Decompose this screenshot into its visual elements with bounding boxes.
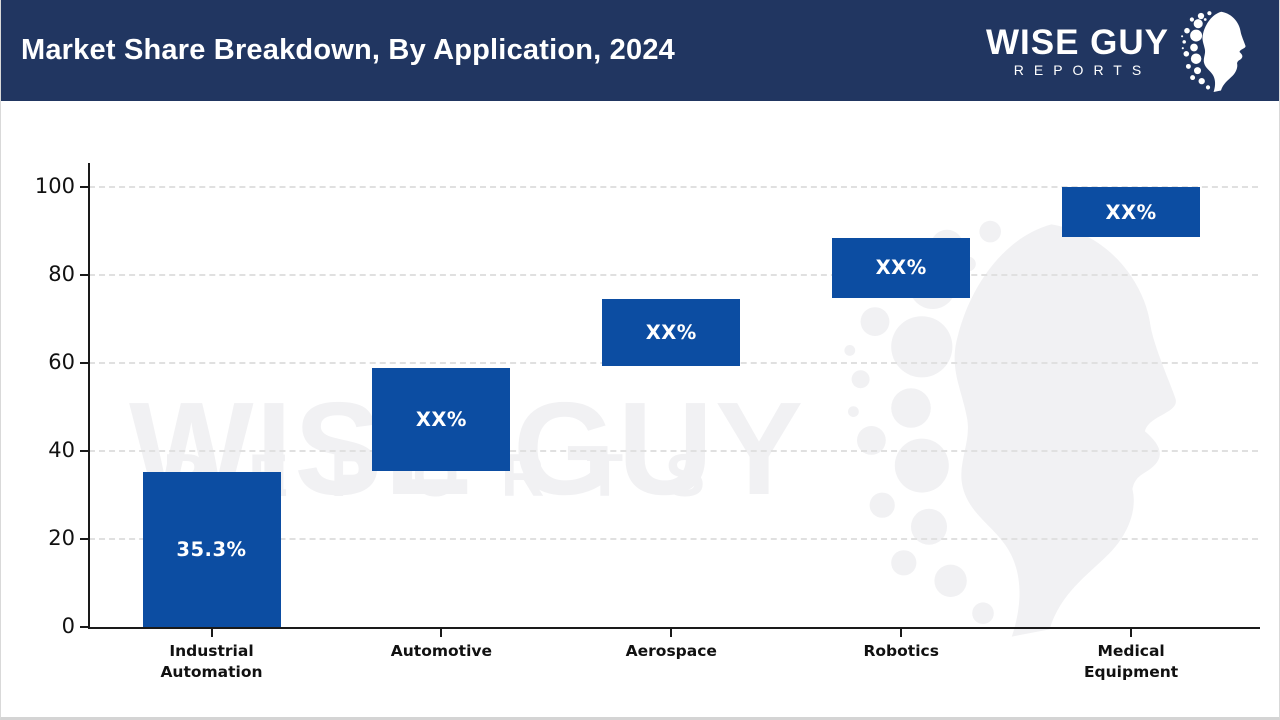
y-tick-label-100: 100: [34, 174, 75, 199]
bar-automotive: XX%: [372, 367, 511, 471]
bar-value-label-industrial-automation: 35.3%: [176, 537, 247, 561]
logo-text: WISE GUY REPORTS: [986, 25, 1169, 77]
x-tick-automotive: [440, 629, 443, 637]
y-tick-40: [80, 450, 89, 452]
x-label-aerospace: Aerospace: [625, 642, 717, 660]
bar-industrial-automation: 35.3%: [142, 471, 281, 627]
y-tick-label-20: 20: [48, 526, 75, 551]
bar-aerospace: XX%: [602, 299, 741, 367]
bar-value-label-robotics: XX%: [875, 256, 927, 280]
bar-medical-equipment: XX%: [1062, 187, 1201, 238]
y-tick-0: [80, 626, 89, 628]
logo-wordmark: WISE GUY: [985, 22, 1169, 62]
x-label-robotics: Robotics: [863, 642, 939, 660]
x-tick-aerospace: [670, 629, 673, 637]
y-tick-100: [80, 186, 89, 188]
y-tick-80: [80, 274, 89, 276]
y-tick-60: [80, 362, 89, 364]
waterfall-chart: WISE GUY REPORTS 0 20 40 60 80 100 Industrial …: [1, 101, 1279, 717]
x-label-industrial-automation: Industrial Automation: [160, 642, 263, 681]
wise-guy-reports-logo: WISE GUY REPORTS: [986, 9, 1259, 93]
bar-value-label-aerospace: XX%: [645, 321, 697, 345]
x-label-automotive: Automotive: [390, 642, 492, 660]
y-tick-20: [80, 538, 89, 540]
gridline-20: [89, 538, 1258, 540]
x-tick-medical-equipment: [1130, 629, 1133, 637]
x-label-medical-equipment: Medical Equipment: [1083, 642, 1179, 681]
header-bar: Market Share Breakdown, By Application, …: [1, 0, 1279, 101]
y-tick-label-40: 40: [48, 438, 75, 463]
gridline-80: [89, 274, 1258, 276]
bar-robotics: XX%: [832, 238, 971, 298]
y-tick-label-80: 80: [48, 262, 75, 287]
gridline-40: [89, 450, 1258, 452]
logo-subtitle: REPORTS: [1013, 61, 1152, 78]
plot-area: 0 20 40 60 80 100 Industrial Automation Automot…: [1, 101, 1279, 717]
gridline-100: [89, 186, 1258, 188]
y-axis-line: [88, 163, 90, 629]
x-tick-industrial-automation: [210, 629, 213, 637]
logo-head-icon: [1181, 10, 1246, 92]
bar-value-label-medical-equipment: XX%: [1105, 200, 1157, 224]
page-title: Market Share Breakdown, By Application, …: [21, 34, 675, 66]
x-axis-line: [88, 627, 1260, 629]
y-tick-label-60: 60: [48, 350, 75, 375]
y-tick-label-0: 0: [61, 614, 75, 639]
x-tick-robotics: [900, 629, 903, 637]
bar-value-label-automotive: XX%: [415, 407, 467, 431]
